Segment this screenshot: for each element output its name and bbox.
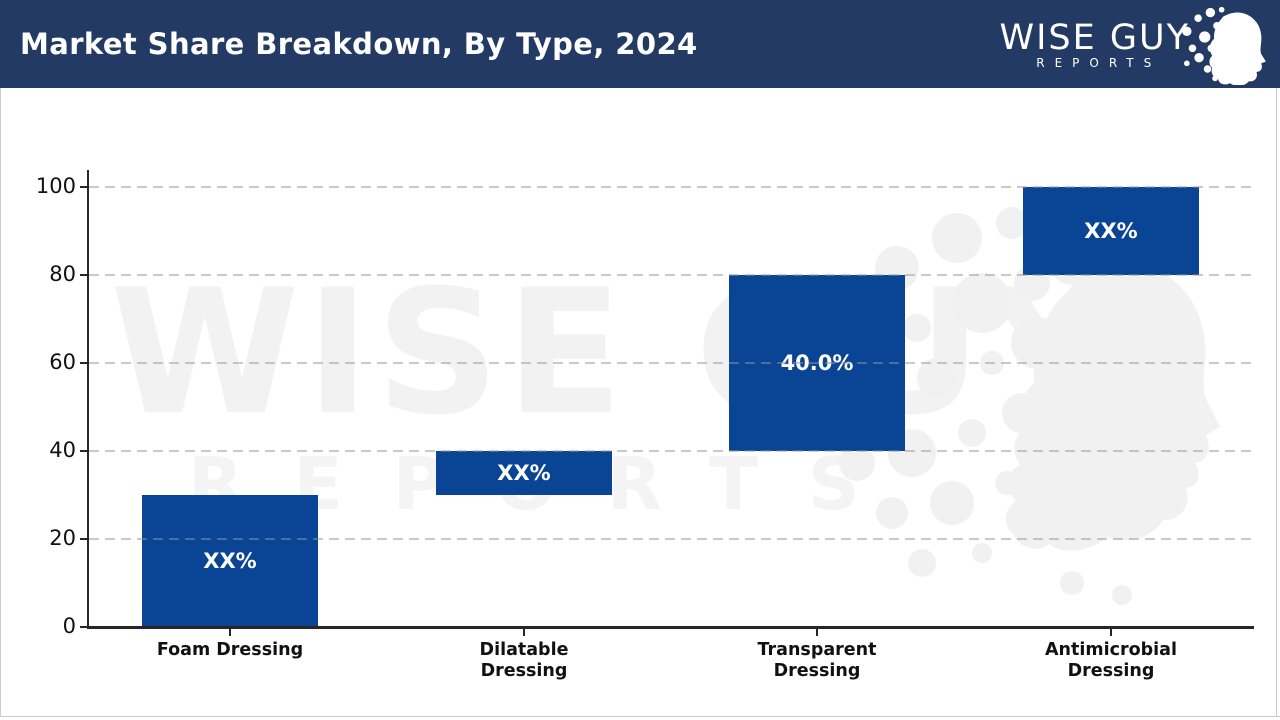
frame-line-left <box>0 88 1 717</box>
frame-line-right <box>1276 88 1277 717</box>
bar-2: XX% <box>436 450 612 495</box>
y-axis-tick-20 <box>80 537 88 540</box>
page-title: Market Share Breakdown, By Type, 2024 <box>20 27 698 61</box>
x-axis-spine <box>87 626 1254 629</box>
grid-line-40 <box>89 449 1253 452</box>
y-tick-label-40-text: 40 <box>49 437 76 462</box>
x-category-label-3: Transparent Dressing <box>732 640 902 682</box>
y-tick-label-0-text: 0 <box>62 614 76 638</box>
x-category-label-4: Antimicrobial Dressing <box>1026 640 1196 682</box>
x-axis-tick-1 <box>229 627 231 636</box>
x-category-label-1-text: Foam Dressing <box>156 640 304 660</box>
brand-logo-text: WISE GUY REPORTS <box>999 17 1190 71</box>
y-tick-label-20: 20 <box>28 526 76 550</box>
y-axis-tick-100 <box>80 185 88 188</box>
y-axis-tick-60 <box>80 361 88 364</box>
y-tick-label-80-text: 80 <box>49 261 76 286</box>
y-tick-label-20-text: 20 <box>49 525 76 550</box>
watermark-text: WISE GUY <box>110 252 1119 453</box>
frame-line-bottom <box>0 716 1280 717</box>
x-category-label-3-text: Transparent Dressing <box>757 640 877 681</box>
bar-1: XX% <box>142 494 318 627</box>
grid-line-60 <box>89 361 1253 364</box>
brand-name: WISE GUY <box>999 17 1190 58</box>
x-category-label-2: Dilatable Dressing <box>439 640 609 682</box>
brand-logo: WISE GUY REPORTS <box>999 4 1272 86</box>
bar-4-text: XX% <box>1084 218 1138 243</box>
y-tick-label-0: 0 <box>28 614 76 638</box>
y-tick-label-100: 100 <box>28 174 76 198</box>
y-tick-label-60: 60 <box>28 350 76 374</box>
y-axis-tick-40 <box>80 449 88 452</box>
y-tick-label-40: 40 <box>28 438 76 462</box>
x-axis-tick-3 <box>816 627 818 636</box>
grid-line-20 <box>89 537 1253 540</box>
grid-line-80 <box>89 273 1253 276</box>
bar-4: XX% <box>1023 186 1199 275</box>
y-axis-tick-80 <box>80 273 88 276</box>
x-category-label-1: Foam Dressing <box>145 640 315 661</box>
x-axis-tick-2 <box>523 627 525 636</box>
x-axis-tick-4 <box>1110 627 1112 636</box>
bar-2-text: XX% <box>497 460 551 485</box>
y-tick-label-100-text: 100 <box>35 173 76 198</box>
grid-line-100 <box>89 185 1253 188</box>
y-tick-label-60-text: 60 <box>49 349 76 374</box>
x-category-label-4-text: Antimicrobial Dressing <box>1045 640 1177 681</box>
y-axis-spine <box>87 170 89 629</box>
y-axis-tick-0 <box>80 626 88 628</box>
bar-1-text: XX% <box>203 548 257 573</box>
y-tick-label-80: 80 <box>28 262 76 286</box>
brand-head-icon <box>1182 6 1266 85</box>
x-category-label-2-text: Dilatable Dressing <box>479 640 569 681</box>
header-bar: Market Share Breakdown, By Type, 2024 WI… <box>0 0 1280 88</box>
brand-subname: REPORTS <box>1036 56 1162 71</box>
